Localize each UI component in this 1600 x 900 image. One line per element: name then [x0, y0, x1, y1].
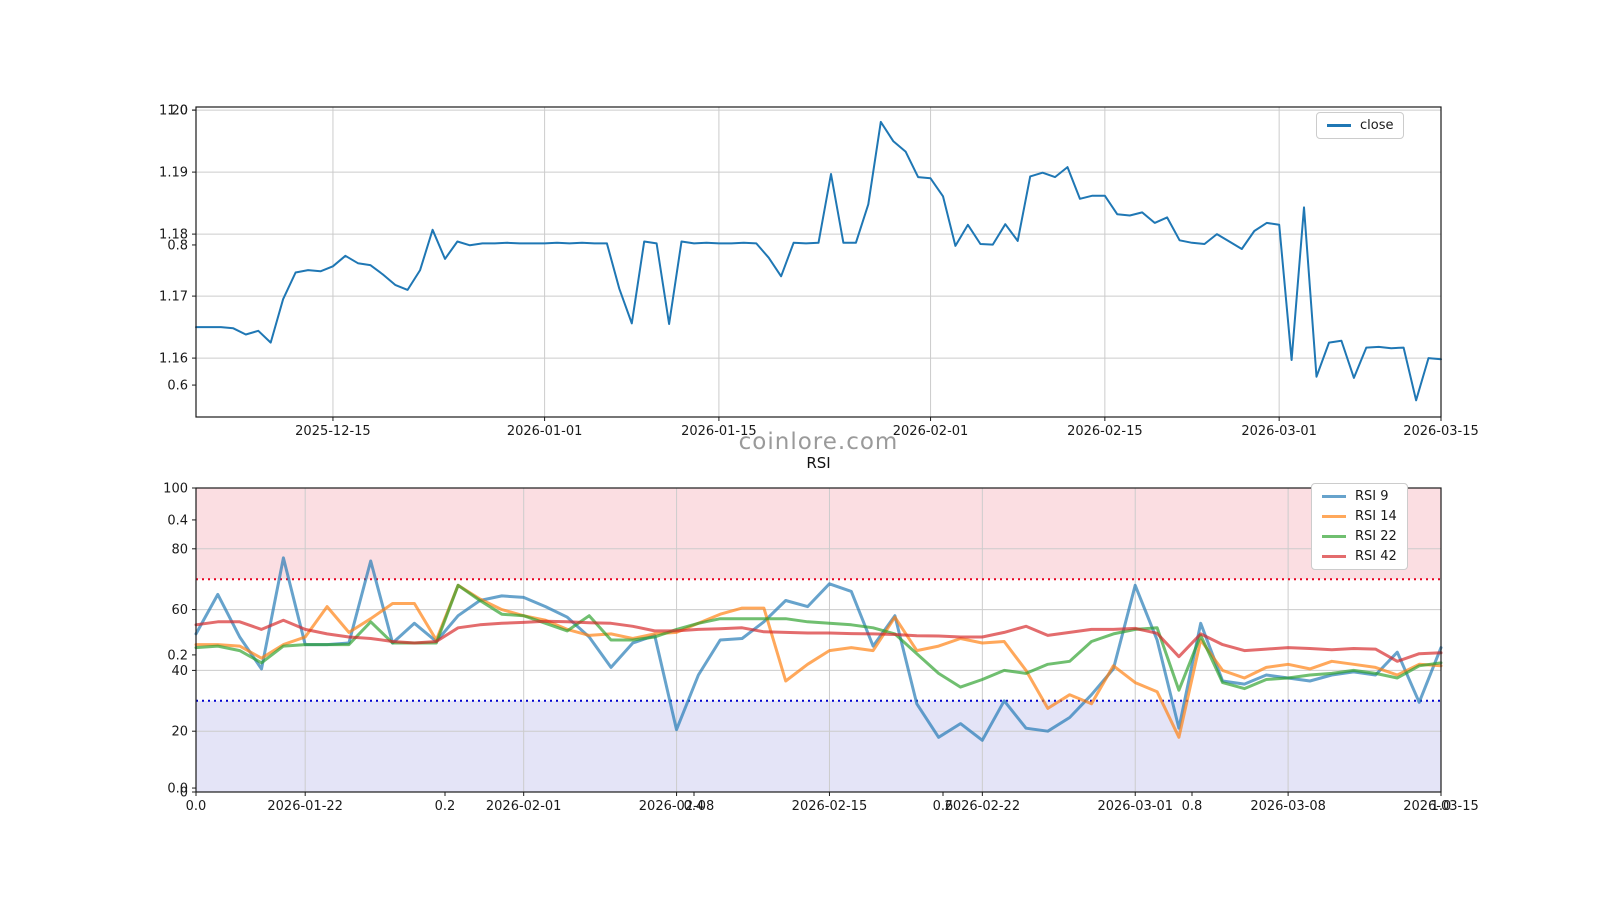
secondary-x-tick-label: 0.0 — [186, 799, 207, 814]
x-tick-label: 2026-03-15 — [1403, 424, 1479, 439]
rsi-legend: RSI 9 RSI 14 RSI 22 RSI 42 — [1311, 483, 1408, 570]
x-tick-label: 2026-01-15 — [681, 424, 757, 439]
legend-line-swatch — [1322, 515, 1346, 518]
series-rsi-14-line — [194, 583, 1443, 739]
price-legend: close — [1316, 112, 1405, 139]
secondary-x-tick-label: 0.4 — [684, 799, 705, 814]
y-tick-label: 0 — [180, 786, 188, 801]
x-tick-label: 2026-03-08 — [1250, 799, 1326, 814]
secondary-y-tick-label: 0.4 — [167, 513, 188, 528]
legend-item: RSI 42 — [1322, 550, 1397, 563]
y-tick-label: 1.18 — [159, 228, 188, 243]
x-tick-label: 2025-12-15 — [295, 424, 371, 439]
series-rsi-9-line — [194, 556, 1443, 742]
x-tick-label: 2026-02-01 — [486, 799, 562, 814]
y-tick-label: 1.19 — [159, 166, 188, 181]
secondary-y-tick-label: 0.6 — [167, 379, 188, 394]
legend-line-swatch — [1322, 495, 1346, 498]
legend-item: RSI 22 — [1322, 530, 1397, 543]
overbought-band — [196, 488, 1441, 580]
secondary-x-tick-label: 0.8 — [1182, 799, 1203, 814]
y-tick-label: 1.16 — [159, 352, 188, 367]
secondary-y-tick-label: 0.0 — [167, 782, 188, 797]
x-tick-label: 2026-02-15 — [1067, 424, 1143, 439]
oversold-band — [196, 700, 1441, 792]
series-rsi-42-line — [194, 618, 1443, 663]
y-tick-label: 40 — [171, 664, 188, 679]
secondary-y-tick-label: 0.2 — [167, 648, 188, 663]
secondary-y-tick-label: 0.8 — [167, 238, 188, 253]
legend-item: close — [1327, 119, 1393, 132]
axes-spine — [195, 487, 1442, 793]
legend-line-swatch — [1327, 124, 1351, 127]
legend-label: RSI 42 — [1355, 549, 1397, 564]
legend-label: RSI 14 — [1355, 509, 1397, 524]
x-tick-label: 2026-02-15 — [792, 799, 868, 814]
legend-item: RSI 9 — [1322, 490, 1397, 503]
y-tick-label: 1.20 — [159, 104, 188, 119]
legend-line-swatch — [1322, 555, 1346, 558]
x-tick-label: 2026-03-15 — [1403, 799, 1479, 814]
legend-line-swatch — [1322, 535, 1346, 538]
x-tick-label: 2026-03-01 — [1097, 799, 1173, 814]
y-tick-label: 1.17 — [159, 290, 188, 305]
x-tick-label: 2026-02-01 — [893, 424, 969, 439]
x-tick-label: 2026-01-01 — [507, 424, 583, 439]
x-tick-label: 2026-03-01 — [1241, 424, 1317, 439]
y-tick-label: 100 — [163, 482, 188, 497]
secondary-x-tick-label: 0.2 — [435, 799, 456, 814]
secondary-x-tick-label: 0.6 — [933, 799, 954, 814]
y-tick-label: 20 — [171, 725, 188, 740]
x-tick-label: 2026-02-08 — [639, 799, 715, 814]
series-close-line — [195, 120, 1442, 402]
secondary-y-tick-label: 1.0 — [167, 104, 188, 119]
legend-label: close — [1360, 118, 1394, 133]
legend-label: RSI 22 — [1355, 529, 1397, 544]
y-tick-label: 60 — [171, 603, 188, 618]
x-tick-label: 2026-02-22 — [945, 799, 1021, 814]
axes-spine — [195, 106, 1442, 418]
watermark: coinlore.com — [738, 429, 899, 455]
secondary-x-tick-label: 1.0 — [1431, 799, 1452, 814]
legend-label: RSI 9 — [1355, 489, 1389, 504]
legend-item: RSI 14 — [1322, 510, 1397, 523]
rsi-panel-title: RSI — [806, 454, 831, 472]
x-tick-label: 2026-01-22 — [267, 799, 343, 814]
y-tick-label: 80 — [171, 542, 188, 557]
